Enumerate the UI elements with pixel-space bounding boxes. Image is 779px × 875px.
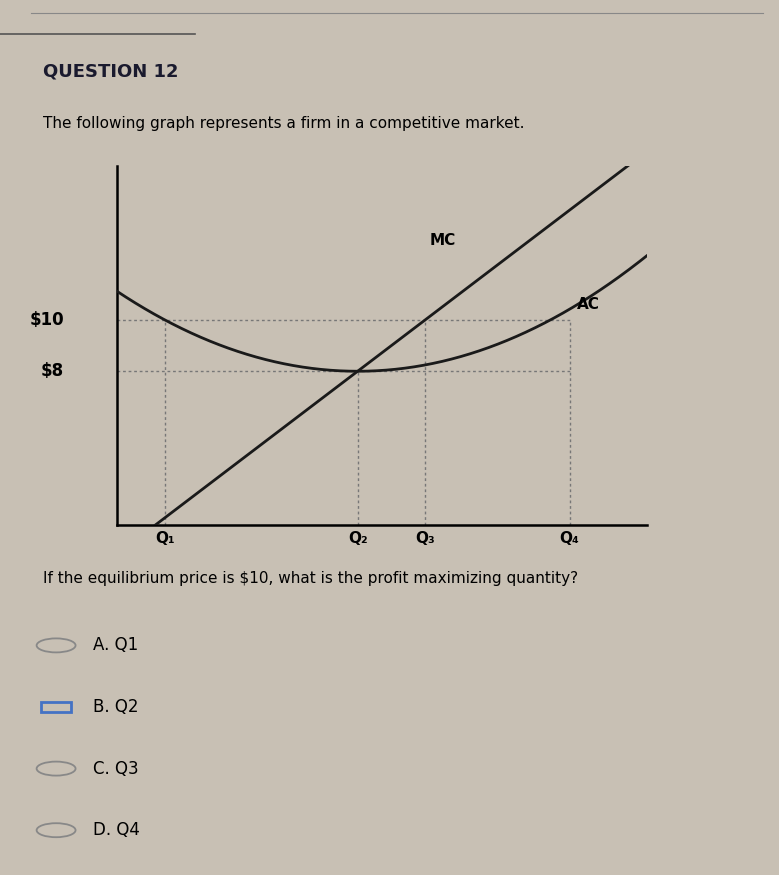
Text: If the equilibrium price is $10, what is the profit maximizing quantity?: If the equilibrium price is $10, what is… [43, 571, 578, 586]
Text: QUESTION 12: QUESTION 12 [43, 62, 178, 80]
Text: C. Q3: C. Q3 [93, 760, 139, 778]
Text: Q₁: Q₁ [155, 530, 174, 546]
Text: D. Q4: D. Q4 [93, 822, 140, 839]
Text: Q₃: Q₃ [415, 530, 435, 546]
Text: Q₄: Q₄ [559, 530, 580, 546]
Text: A. Q1: A. Q1 [93, 636, 139, 654]
Text: AC: AC [577, 298, 600, 312]
Text: MC: MC [430, 234, 456, 248]
Text: $8: $8 [41, 362, 64, 381]
Text: B. Q2: B. Q2 [93, 698, 139, 716]
Text: The following graph represents a firm in a competitive market.: The following graph represents a firm in… [43, 116, 524, 131]
Text: $10: $10 [30, 311, 64, 329]
Bar [41, 702, 71, 712]
Text: Q₂: Q₂ [347, 530, 368, 546]
